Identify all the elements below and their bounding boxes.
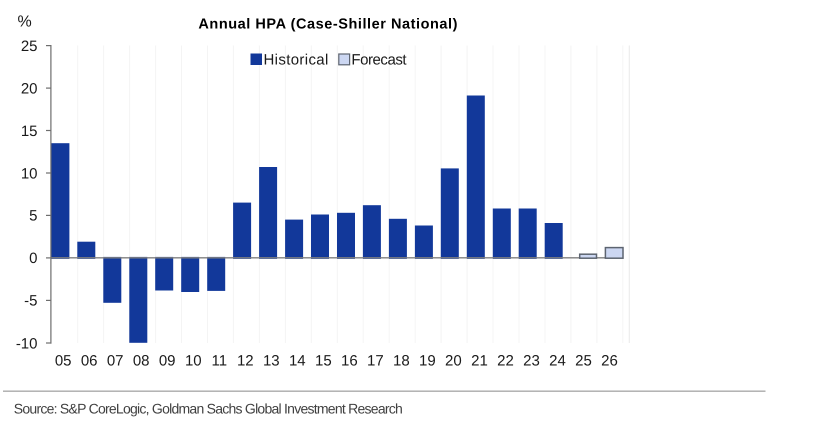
svg-text:12: 12	[237, 353, 254, 370]
svg-text:07: 07	[107, 353, 124, 370]
svg-text:13: 13	[263, 353, 280, 370]
svg-text:09: 09	[159, 353, 176, 370]
svg-text:0: 0	[29, 250, 37, 267]
svg-text:19: 19	[419, 353, 436, 370]
svg-text:10: 10	[185, 353, 202, 370]
svg-text:Annual HPA (Case-Shiller Natio: Annual HPA (Case-Shiller National)	[198, 16, 458, 32]
svg-text:06: 06	[81, 353, 98, 370]
svg-text:14: 14	[289, 353, 306, 370]
svg-text:Forecast: Forecast	[351, 52, 407, 69]
svg-text:23: 23	[523, 353, 540, 370]
svg-text:21: 21	[471, 353, 488, 370]
svg-text:15: 15	[21, 123, 38, 140]
svg-text:11: 11	[212, 353, 228, 370]
svg-text:Historical: Historical	[264, 52, 329, 69]
svg-text:05: 05	[55, 353, 72, 370]
svg-text:20: 20	[445, 353, 462, 370]
svg-text:18: 18	[393, 353, 410, 370]
svg-text:20: 20	[21, 80, 38, 97]
svg-text:5: 5	[29, 208, 37, 225]
svg-text:17: 17	[367, 353, 384, 370]
svg-text:24: 24	[549, 353, 566, 370]
svg-text:16: 16	[341, 353, 358, 370]
svg-text:10: 10	[21, 165, 38, 182]
svg-text:08: 08	[133, 353, 150, 370]
svg-text:26: 26	[601, 353, 618, 370]
svg-text:-10: -10	[16, 335, 38, 352]
svg-text:Source: S&P CoreLogic, Goldman: Source: S&P CoreLogic, Goldman Sachs Glo…	[14, 401, 402, 417]
svg-text:%: %	[18, 14, 32, 31]
svg-text:15: 15	[315, 353, 332, 370]
svg-text:25: 25	[575, 353, 592, 370]
svg-text:-5: -5	[24, 293, 37, 310]
svg-text:22: 22	[497, 353, 514, 370]
svg-text:25: 25	[21, 38, 38, 55]
